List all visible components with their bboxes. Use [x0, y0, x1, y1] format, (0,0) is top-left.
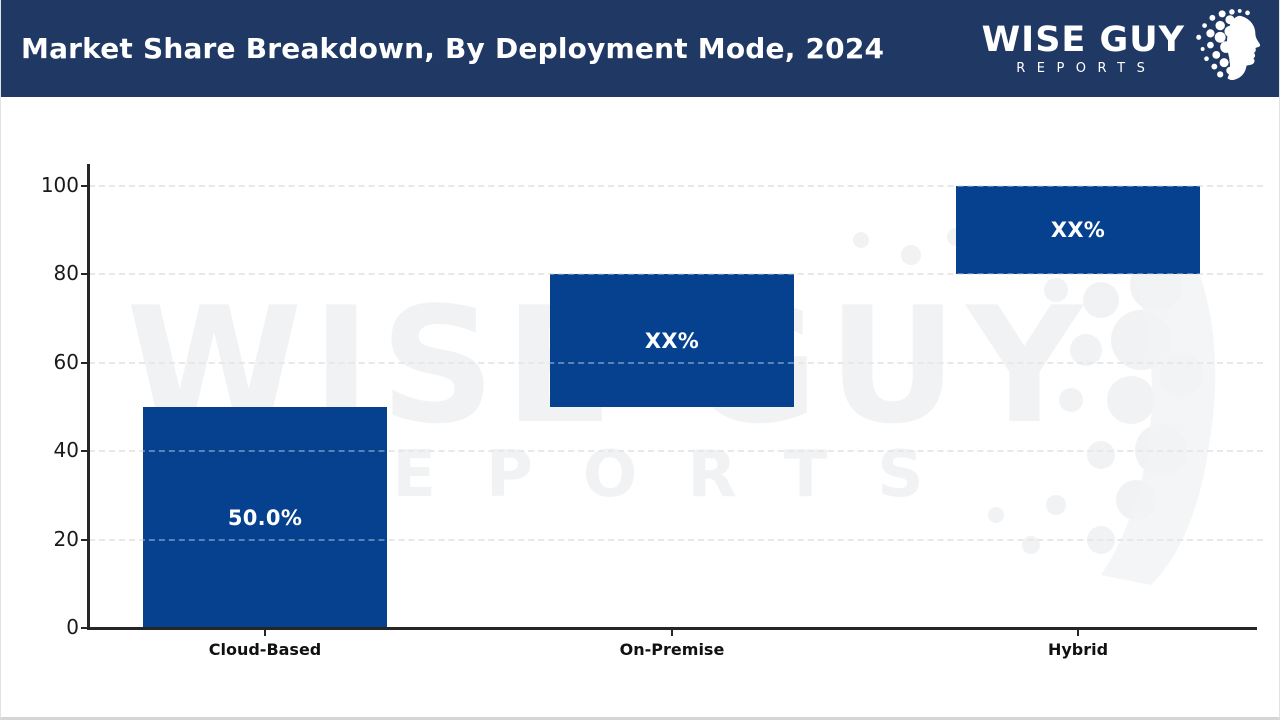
y-tick-mark	[81, 627, 89, 629]
x-category-label: Hybrid	[1047, 640, 1109, 659]
x-tick-mark	[264, 629, 266, 636]
x-axis-line	[87, 627, 1257, 630]
gridline-overlay	[89, 273, 1263, 276]
y-tick-label: 80	[53, 261, 79, 286]
gridline	[89, 538, 1263, 541]
x-tick-mark	[671, 629, 673, 636]
bar-on-premise: XX%	[550, 274, 794, 407]
y-tick-label: 0	[66, 615, 79, 639]
y-tick-mark	[81, 185, 89, 187]
y-tick-mark	[81, 273, 89, 276]
bar-value-label: XX%	[1050, 218, 1106, 243]
y-tick-mark	[81, 361, 89, 364]
chart-plot-area: 0 20 40 60 80 100 50.0% Cloud-Based XX% On-Premis…	[1, 97, 1279, 717]
brand-logo-text: WISE GUY REPORTS	[982, 22, 1185, 76]
y-tick-label: 40	[53, 438, 79, 463]
y-tick-label: 20	[53, 526, 79, 551]
x-category-label: Cloud-Based	[208, 640, 322, 659]
y-axis-line	[87, 164, 90, 630]
x-category-label: On-Premise	[619, 640, 725, 659]
bar-cloud-based: 50.0%	[143, 407, 387, 628]
brand-logo: WISE GUY REPORTS	[982, 7, 1267, 91]
head-profile-icon	[1196, 8, 1261, 81]
gridline-overlay	[89, 538, 1263, 541]
header-band: Market Share Breakdown, By Deployment Mo…	[1, 0, 1279, 97]
y-tick-mark	[81, 450, 89, 453]
gridline-overlay	[89, 450, 1263, 453]
gridline-overlay	[89, 361, 1263, 364]
x-tick-mark	[1077, 629, 1079, 636]
brand-subname: REPORTS	[1016, 60, 1157, 76]
y-tick-mark	[81, 538, 89, 541]
chart-title: Market Share Breakdown, By Deployment Mo…	[21, 32, 885, 65]
y-tick-label: 100	[40, 173, 79, 197]
bar-value-label: XX%	[644, 328, 700, 353]
gridline	[89, 450, 1263, 453]
gridline-overlay	[89, 185, 1263, 187]
bar-value-label: 50.0%	[227, 505, 303, 530]
brand-name: WISE GUY	[981, 20, 1185, 61]
y-tick-label: 60	[53, 349, 79, 374]
gridline	[89, 185, 1263, 187]
bar-hybrid: XX%	[956, 186, 1200, 275]
